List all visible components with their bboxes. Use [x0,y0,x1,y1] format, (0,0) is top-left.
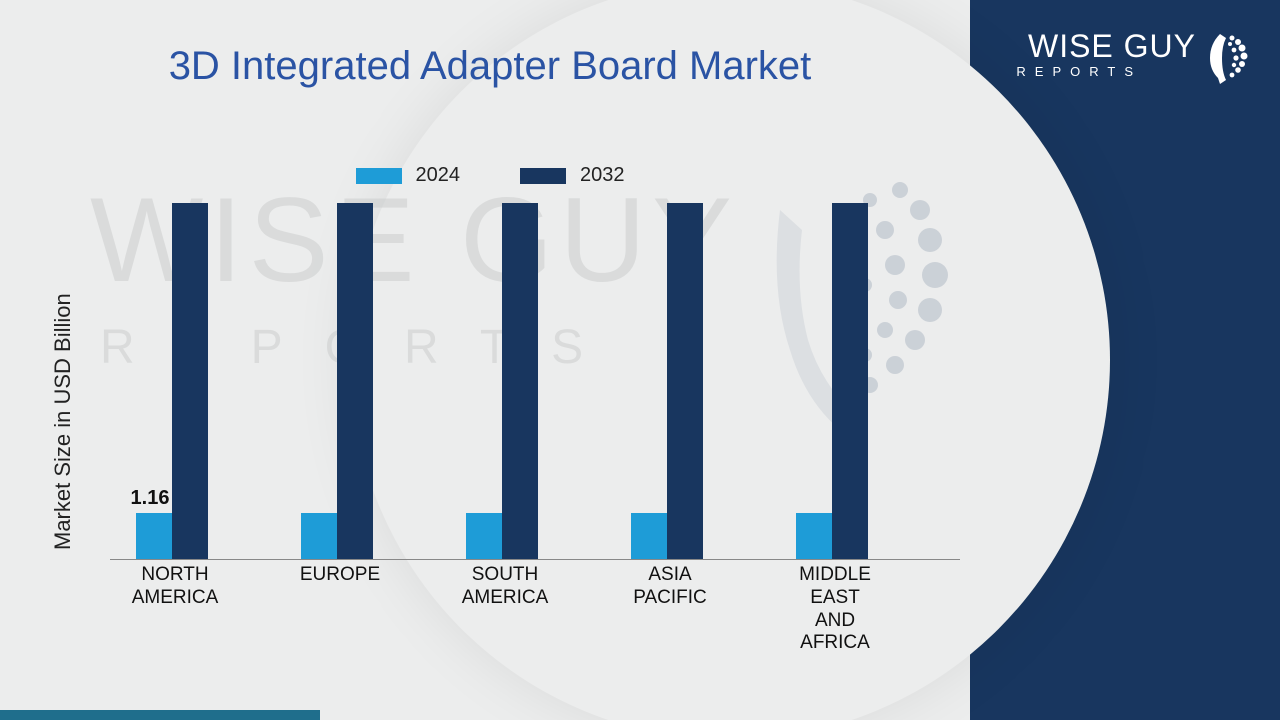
y-axis-label: Market Size in USD Billion [50,293,76,550]
accent-bar [0,710,320,720]
bar-2032 [667,203,703,559]
x-axis-line [110,559,960,560]
x-tick-label: SOUTHAMERICA [435,564,575,610]
legend-label-2024: 2024 [416,164,461,187]
bar-2024 [631,513,667,559]
x-tick-label: MIDDLEEASTANDAFRICA [765,564,905,655]
logo-sub: REPORTS [1016,64,1196,79]
logo-head-icon [1202,30,1252,86]
brand-logo: WISE GUY REPORTS [992,30,1252,86]
chart-plot: 1.16 [110,200,960,560]
x-tick-label: ASIAPACIFIC [600,564,740,610]
bar-2032 [502,203,538,559]
x-axis-labels: NORTHAMERICAEUROPESOUTHAMERICAASIAPACIFI… [110,564,960,704]
legend: 2024 2032 [0,164,980,187]
legend-swatch-2024 [356,168,402,184]
x-tick-label: EUROPE [270,564,410,587]
x-tick-label: NORTHAMERICA [105,564,245,610]
legend-swatch-2032 [520,168,566,184]
legend-label-2032: 2032 [580,164,625,187]
bar-2024 [136,513,172,559]
bar-2024 [301,513,337,559]
bar-value-label: 1.16 [110,487,190,510]
stage: WISE GUY REPORTS 3D Integrated Adapter B… [0,0,1280,720]
bar-2032 [337,203,373,559]
bar-2024 [466,513,502,559]
legend-item-2032: 2032 [520,164,625,187]
legend-item-2024: 2024 [356,164,461,187]
logo-main: WISE GUY [1016,30,1196,62]
bar-2024 [796,513,832,559]
bar-2032 [832,203,868,559]
chart-title: 3D Integrated Adapter Board Market [0,44,980,89]
